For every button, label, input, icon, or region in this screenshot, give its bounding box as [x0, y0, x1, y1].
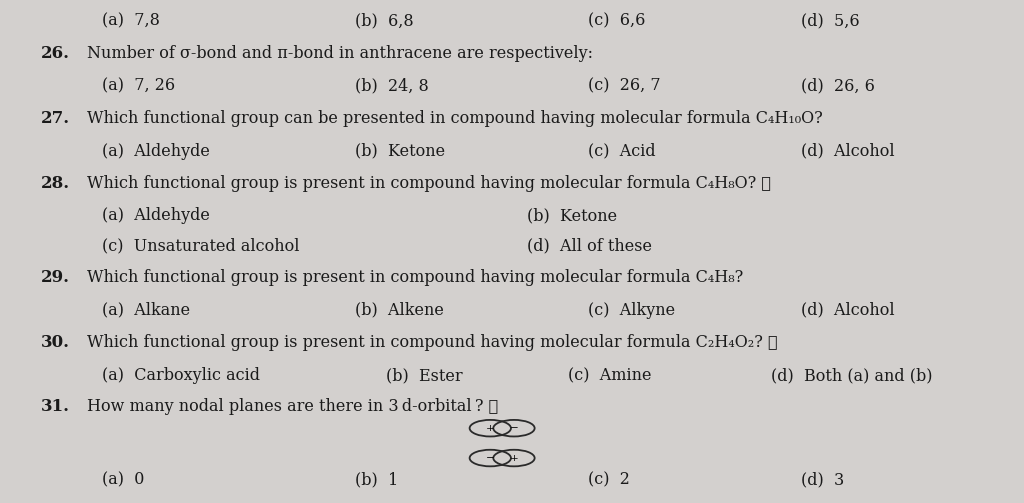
Text: (d)  26, 6: (d) 26, 6 — [801, 77, 874, 95]
Text: (c)  Unsaturated alcohol: (c) Unsaturated alcohol — [102, 237, 299, 254]
Text: Which functional group is present in compound having molecular formula C₄H₈?: Which functional group is present in com… — [87, 269, 743, 286]
Text: Number of σ-bond and π-bond in anthracene are respectively:: Number of σ-bond and π-bond in anthracen… — [87, 45, 593, 62]
Text: (d)  Alcohol: (d) Alcohol — [801, 143, 895, 159]
Text: (a)  0: (a) 0 — [102, 471, 144, 488]
Text: (c)  2: (c) 2 — [588, 471, 630, 488]
Text: −: − — [510, 424, 518, 433]
Text: (a)  Aldehyde: (a) Aldehyde — [102, 207, 210, 224]
Text: −: − — [486, 454, 495, 463]
Text: (b)  1: (b) 1 — [355, 471, 398, 488]
Text: 27.: 27. — [41, 110, 71, 127]
Text: (d)  3: (d) 3 — [801, 471, 844, 488]
Text: (a)  Alkane: (a) Alkane — [102, 302, 190, 319]
Text: (a)  7, 26: (a) 7, 26 — [102, 77, 175, 95]
Text: (c)  Acid: (c) Acid — [588, 143, 655, 159]
Text: Which functional group can be presented in compound having molecular formula C₄H: Which functional group can be presented … — [87, 110, 822, 127]
Text: (d)  5,6: (d) 5,6 — [801, 12, 859, 29]
Text: 29.: 29. — [41, 269, 71, 286]
Text: How many nodal planes are there in 3 d-orbital ? ✓: How many nodal planes are there in 3 d-o… — [87, 398, 498, 415]
Text: (c)  6,6: (c) 6,6 — [588, 12, 645, 29]
Text: +: + — [486, 424, 495, 433]
Text: 31.: 31. — [41, 398, 71, 415]
Text: (d)  Alcohol: (d) Alcohol — [801, 302, 895, 319]
Text: (d)  All of these: (d) All of these — [527, 237, 652, 254]
Text: (b)  Alkene: (b) Alkene — [355, 302, 444, 319]
Text: +: + — [510, 454, 518, 463]
Text: 30.: 30. — [41, 334, 71, 351]
Text: 28.: 28. — [41, 175, 71, 192]
Text: (b)  Ester: (b) Ester — [386, 367, 462, 384]
Text: (a)  Carboxylic acid: (a) Carboxylic acid — [102, 367, 260, 384]
Text: (d)  Both (a) and (b): (d) Both (a) and (b) — [771, 367, 932, 384]
Text: (c)  Alkyne: (c) Alkyne — [588, 302, 676, 319]
Text: 26.: 26. — [41, 45, 71, 62]
Text: Which functional group is present in compound having molecular formula C₂H₄O₂? ✓: Which functional group is present in com… — [87, 334, 777, 351]
Text: (b)  Ketone: (b) Ketone — [355, 143, 445, 159]
Text: Which functional group is present in compound having molecular formula C₄H₈O? ✓: Which functional group is present in com… — [87, 175, 771, 192]
Text: (c)  Amine: (c) Amine — [568, 367, 651, 384]
Text: (b)  24, 8: (b) 24, 8 — [355, 77, 429, 95]
Text: (b)  6,8: (b) 6,8 — [355, 12, 414, 29]
Text: (b)  Ketone: (b) Ketone — [527, 207, 617, 224]
Text: (a)  7,8: (a) 7,8 — [102, 12, 160, 29]
Text: (c)  26, 7: (c) 26, 7 — [588, 77, 660, 95]
Text: (a)  Aldehyde: (a) Aldehyde — [102, 143, 210, 159]
